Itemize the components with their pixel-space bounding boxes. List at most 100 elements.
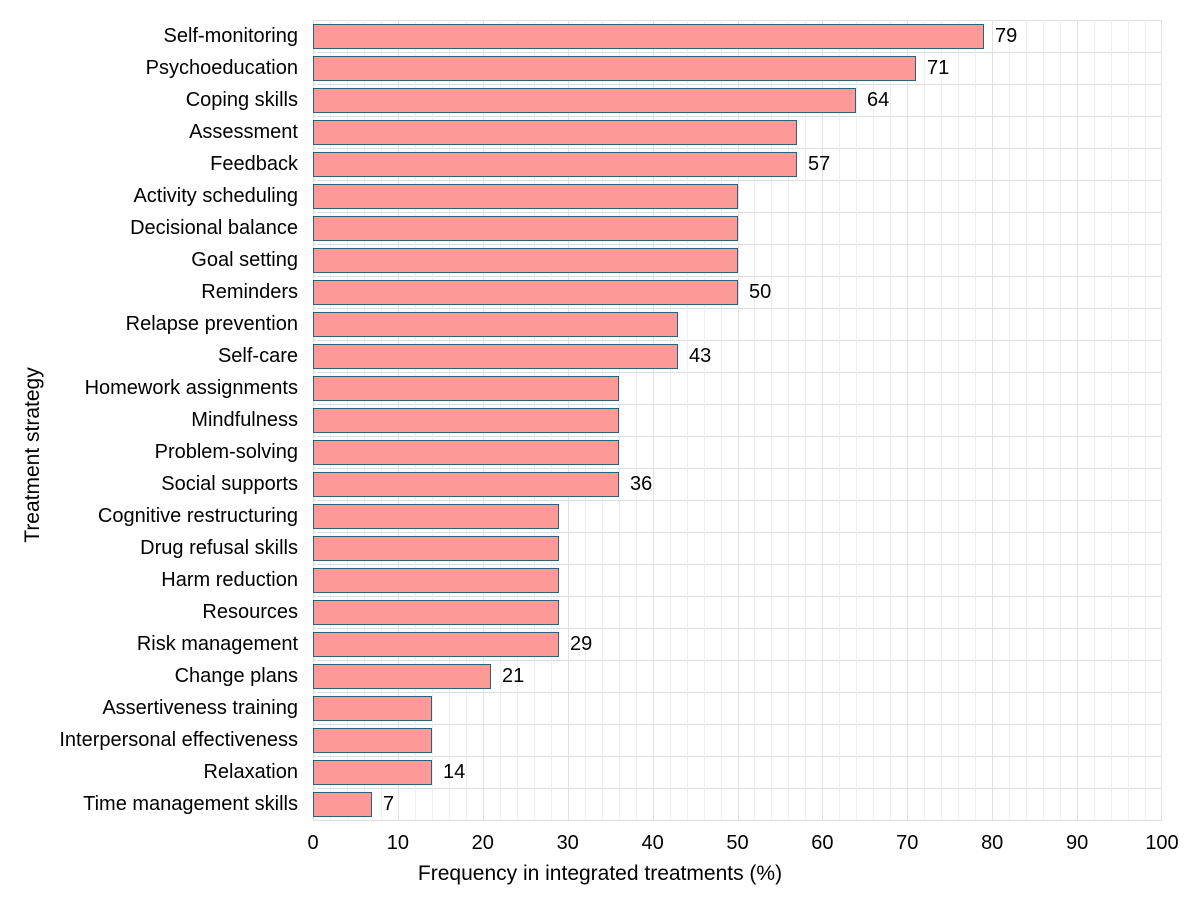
plot-panel: 79 71 64 57 50 43 36 29 21 14 7 — [313, 20, 1162, 821]
bar — [313, 663, 491, 689]
bar — [313, 23, 984, 49]
category-label: Activity scheduling — [133, 185, 298, 207]
x-tick-label: 30 — [556, 832, 579, 854]
horizontal-gridline — [313, 372, 1162, 373]
x-axis-title: Frequency in integrated treatments (%) — [417, 862, 783, 885]
x-tick-label: 10 — [386, 832, 410, 854]
horizontal-gridline — [313, 244, 1162, 245]
horizontal-gridline — [313, 500, 1162, 501]
minor-gridline — [873, 20, 874, 820]
category-label: Problem-solving — [154, 441, 298, 463]
x-tick-label: 50 — [726, 832, 749, 854]
major-gridline — [653, 20, 654, 820]
minor-gridline — [704, 20, 705, 820]
bar-value-label: 36 — [630, 472, 653, 495]
bar — [313, 631, 559, 657]
horizontal-gridline — [313, 820, 1162, 821]
category-label: Risk management — [136, 633, 298, 655]
category-label: Social supports — [161, 473, 298, 495]
bar — [313, 407, 619, 433]
category-label: Decisional balance — [130, 217, 298, 239]
category-label: Reminders — [201, 281, 298, 303]
x-tick-label: 40 — [641, 832, 664, 854]
bar-value-label: 71 — [927, 56, 950, 79]
bar — [313, 119, 797, 145]
category-label: Assertiveness training — [102, 697, 298, 719]
bar-value-label: 50 — [749, 280, 772, 303]
bar — [313, 471, 619, 497]
minor-gridline — [1128, 20, 1129, 820]
horizontal-gridline — [313, 468, 1162, 469]
bar — [313, 599, 559, 625]
bar — [313, 247, 738, 273]
bar-value-label: 21 — [502, 664, 525, 687]
x-tick-label: 0 — [307, 832, 319, 854]
minor-gridline — [975, 20, 976, 820]
bar — [313, 727, 432, 753]
major-gridline — [1077, 20, 1078, 820]
category-label: Change plans — [174, 665, 298, 687]
major-gridline — [738, 20, 739, 820]
minor-gridline — [619, 20, 620, 820]
horizontal-gridline — [313, 404, 1162, 405]
minor-gridline — [1145, 20, 1146, 820]
horizontal-gridline — [313, 340, 1162, 341]
x-tick-label: 20 — [471, 832, 494, 854]
minor-gridline — [958, 20, 959, 820]
minor-gridline — [636, 20, 637, 820]
minor-gridline — [1043, 20, 1044, 820]
horizontal-gridline — [313, 148, 1162, 149]
major-gridline — [907, 20, 908, 820]
horizontal-gridline — [313, 52, 1162, 53]
category-label: Psychoeducation — [145, 57, 298, 79]
category-label: Feedback — [210, 153, 298, 175]
x-tick-label: 80 — [981, 832, 1004, 854]
bar — [313, 343, 678, 369]
category-label: Goal setting — [191, 249, 298, 271]
horizontal-gridline — [313, 692, 1162, 693]
category-label: Harm reduction — [161, 569, 298, 591]
horizontal-gridline — [313, 116, 1162, 117]
category-label: Homework assignments — [84, 377, 298, 399]
bar-value-label: 43 — [689, 344, 712, 367]
bar — [313, 151, 797, 177]
horizontal-gridline — [313, 308, 1162, 309]
category-label: Interpersonal effectiveness — [59, 729, 298, 751]
bar — [313, 503, 559, 529]
horizontal-gridline — [313, 180, 1162, 181]
bar-value-label: 57 — [808, 152, 831, 175]
category-label: Resources — [202, 601, 298, 623]
major-gridline — [992, 20, 993, 820]
category-label: Relaxation — [203, 761, 298, 783]
minor-gridline — [839, 20, 840, 820]
minor-gridline — [687, 20, 688, 820]
horizontal-gridline — [313, 436, 1162, 437]
category-label: Relapse prevention — [125, 313, 298, 335]
minor-gridline — [721, 20, 722, 820]
horizontal-gridline — [313, 724, 1162, 725]
horizontal-gridline — [313, 20, 1162, 21]
x-tick-label: 70 — [896, 832, 919, 854]
major-gridline — [1161, 20, 1162, 820]
bar-value-label: 79 — [995, 24, 1018, 47]
minor-gridline — [1026, 20, 1027, 820]
category-label: Cognitive restructuring — [97, 505, 298, 527]
minor-gridline — [924, 20, 925, 820]
category-label: Self-monitoring — [163, 25, 298, 47]
horizontal-gridline — [313, 84, 1162, 85]
bar — [313, 535, 559, 561]
bar — [313, 279, 738, 305]
category-label: Coping skills — [185, 89, 298, 111]
bar — [313, 759, 432, 785]
minor-gridline — [856, 20, 857, 820]
horizontal-gridline — [313, 212, 1162, 213]
x-tick-label: 100 — [1145, 832, 1179, 854]
horizontal-gridline — [313, 628, 1162, 629]
category-label: Self-care — [217, 345, 298, 367]
category-label: Time management skills — [83, 793, 298, 815]
minor-gridline — [941, 20, 942, 820]
minor-gridline — [1009, 20, 1010, 820]
horizontal-gridline — [313, 564, 1162, 565]
minor-gridline — [771, 20, 772, 820]
bar — [313, 183, 738, 209]
